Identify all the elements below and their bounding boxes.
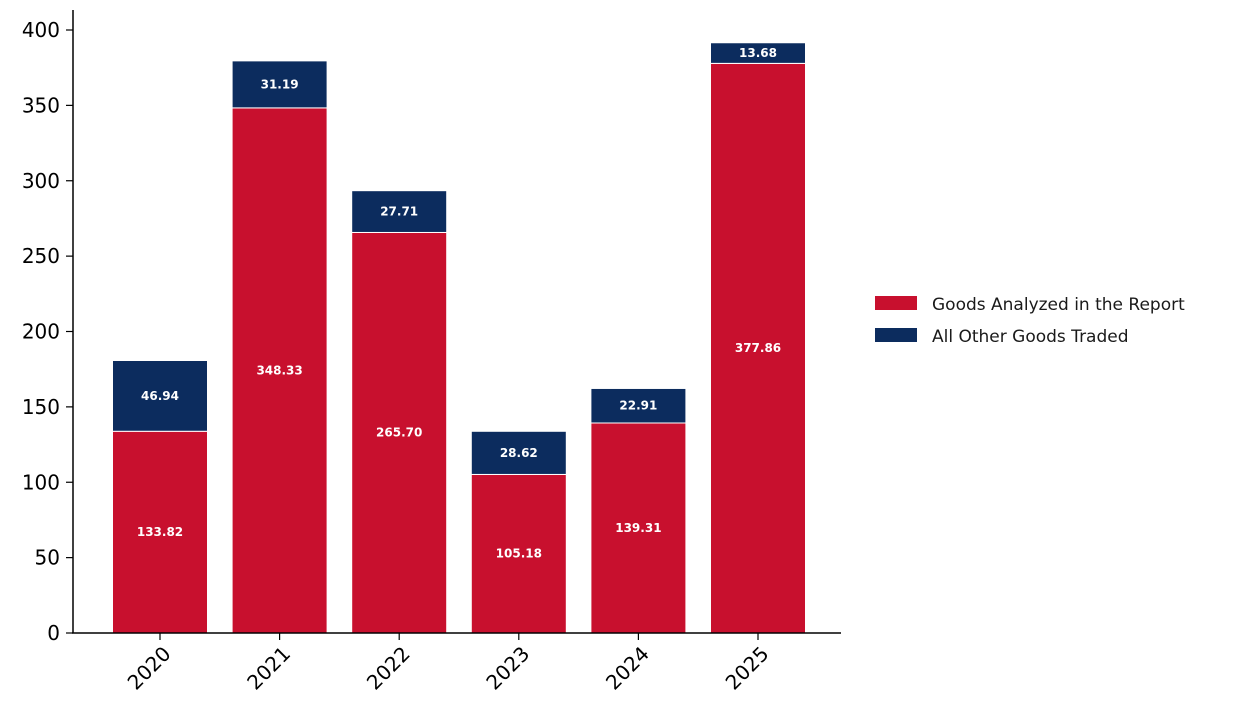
bar-all-other-goods-traded-2024 <box>590 387 687 424</box>
data-label-all-other-goods-traded-2020: 46.94 <box>141 389 179 403</box>
bar-goods-analyzed-in-the-report-2022 <box>351 231 448 634</box>
bar-all-other-goods-traded-2025 <box>710 42 806 64</box>
data-label-goods-analyzed-in-the-report-2022: 265.70 <box>376 426 422 440</box>
y-tick-label-200: 200 <box>22 320 60 344</box>
y-tick-label-350: 350 <box>22 93 60 117</box>
x-tick-label-2022: 2022 <box>362 642 415 695</box>
y-tick-label-50: 50 <box>35 546 60 570</box>
x-ticks-group: 2020 2021 2022 2023 2024 2025 <box>123 633 774 695</box>
data-label-all-other-goods-traded-2025: 13.68 <box>739 46 777 60</box>
bar-all-other-goods-traded-2020 <box>112 360 208 432</box>
y-tick-label-150: 150 <box>22 395 60 419</box>
bars-group <box>112 42 806 634</box>
data-label-all-other-goods-traded-2022: 27.71 <box>380 205 418 219</box>
data-label-goods-analyzed-in-the-report-2020: 133.82 <box>137 525 183 539</box>
data-label-goods-analyzed-in-the-report-2021: 348.33 <box>256 363 302 377</box>
x-tick-label-2021: 2021 <box>242 642 295 695</box>
data-label-goods-analyzed-in-the-report-2023: 105.18 <box>496 547 542 561</box>
bar-goods-analyzed-in-the-report-2025 <box>710 62 806 634</box>
data-label-goods-analyzed-in-the-report-2025: 377.86 <box>735 341 781 355</box>
y-ticks-group: 0 50 100 150 200 250 300 350 400 <box>22 18 73 645</box>
y-tick-label-0: 0 <box>47 621 60 645</box>
legend-label-goods-analyzed: Goods Analyzed in the Report <box>932 295 1185 315</box>
bar-labels-group: 133.82 46.94 348.33 31.19 265.70 27.71 105.18 2… <box>137 46 781 561</box>
bar-all-other-goods-traded-2021 <box>231 60 328 109</box>
legend-swatch-goods-analyzed <box>875 296 917 310</box>
data-label-all-other-goods-traded-2023: 28.62 <box>500 446 538 460</box>
y-tick-label-250: 250 <box>22 244 60 268</box>
legend: Goods Analyzed in the Report All Other G… <box>875 295 1185 347</box>
data-label-all-other-goods-traded-2024: 22.91 <box>619 399 657 413</box>
bar-goods-analyzed-in-the-report-2020 <box>112 430 208 634</box>
x-tick-label-2023: 2023 <box>481 642 534 695</box>
bar-all-other-goods-traded-2022 <box>351 190 448 233</box>
legend-label-all-other-goods: All Other Goods Traded <box>932 327 1129 347</box>
y-tick-label-400: 400 <box>22 18 60 42</box>
data-label-all-other-goods-traded-2021: 31.19 <box>261 77 299 91</box>
y-tick-label-100: 100 <box>22 470 60 494</box>
x-tick-label-2020: 2020 <box>123 642 176 695</box>
x-tick-label-2024: 2024 <box>601 642 654 695</box>
x-tick-label-2025: 2025 <box>721 642 774 695</box>
data-label-goods-analyzed-in-the-report-2024: 139.31 <box>615 521 661 535</box>
bar-all-other-goods-traded-2023 <box>470 430 567 475</box>
axes-group <box>72 10 841 634</box>
y-tick-label-300: 300 <box>22 169 60 193</box>
legend-swatch-all-other-goods <box>875 328 917 342</box>
